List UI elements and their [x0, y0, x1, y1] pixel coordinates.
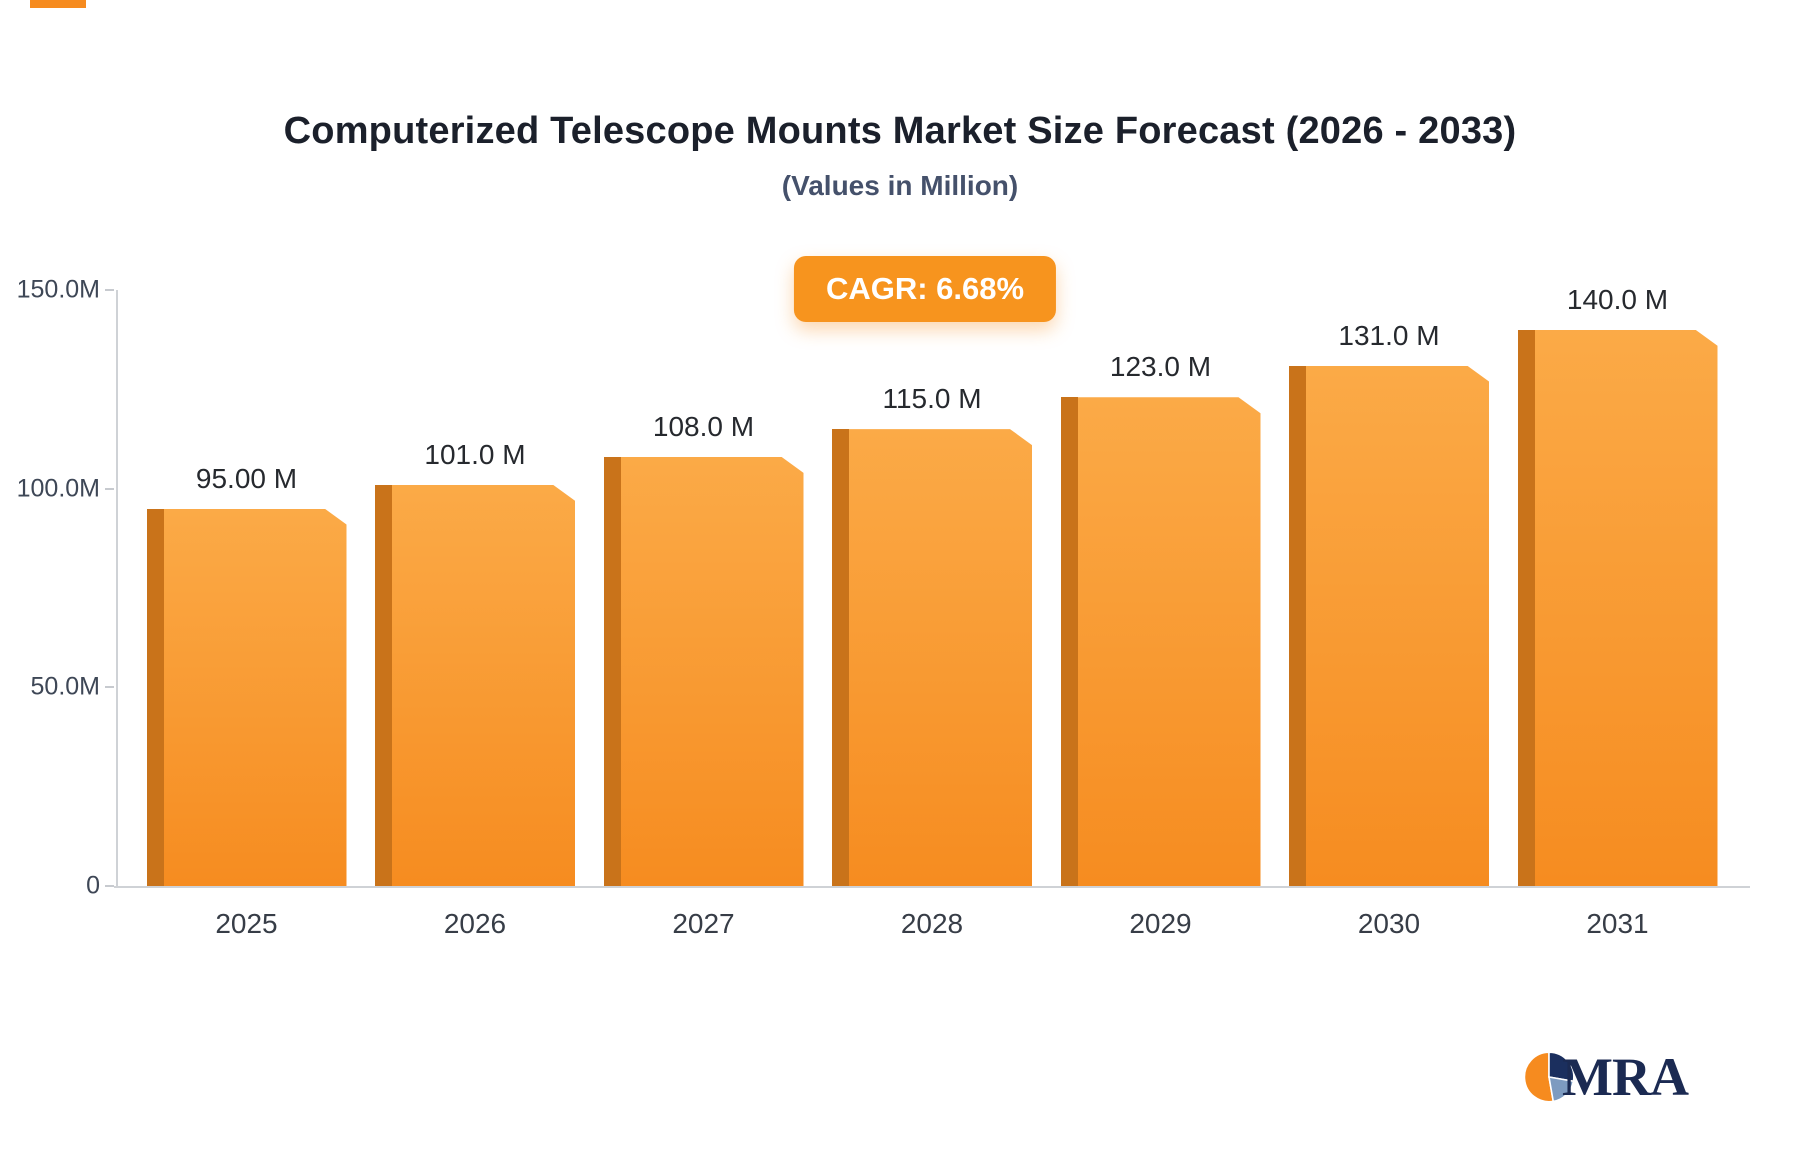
chart-subtitle: (Values in Million) [781, 170, 1019, 201]
bar-2027[interactable] [603, 456, 804, 886]
bar-front-face [1306, 366, 1489, 887]
bar-2029[interactable] [1060, 397, 1261, 886]
x-axis-label: 2029 [1129, 908, 1192, 939]
bar-side-face [1517, 329, 1535, 886]
bar-2026[interactable] [375, 484, 575, 886]
y-tick-mark [105, 686, 114, 689]
bar-side-face [1289, 365, 1306, 886]
x-axis-label: 2027 [672, 908, 735, 939]
bar-2031[interactable] [1517, 329, 1718, 886]
pie-chart-logo-icon [1523, 1051, 1575, 1103]
bar-front-face [621, 457, 804, 886]
bar-2030[interactable] [1289, 365, 1489, 887]
y-tick-label: 0 [86, 871, 100, 900]
bars: 95.00 M 2025 101.0 M 2026 108.0 M 2027 115.0 M… [118, 284, 1746, 939]
y-axis: 150.0M 100.0M 50.0M 0 [17, 276, 1746, 900]
y-tick-mark [105, 487, 114, 490]
y-tick-label: 100.0M [16, 474, 100, 503]
bar-front-face [1535, 330, 1718, 886]
bar-side-face [1060, 397, 1078, 886]
bar-group: 123.0 M 2029 [1060, 290, 1261, 939]
top-left-accent [30, 0, 86, 8]
bar-side-face [146, 508, 164, 886]
x-axis-label: 2028 [900, 908, 964, 939]
y-tick-label: 50.0M [30, 672, 100, 701]
cagr-badge: CAGR: 6.68% [793, 256, 1057, 322]
bar-group: 95.00 M 2025 [146, 290, 347, 939]
plot-area: 150.0M 100.0M 50.0M 0 95.00 M 2025 101.0 M 202… [17, 276, 1750, 939]
y-tick-mark [105, 289, 114, 291]
x-axis-label: 2031 [1586, 908, 1649, 939]
bar-2025[interactable] [146, 508, 347, 886]
bar-value-label: 140.0 M [1566, 283, 1669, 315]
bar-group: 131.0 M 2030 [1289, 290, 1489, 939]
bar-group: 101.0 M 2026 [375, 290, 575, 939]
bar-group: 115.0 M 2028 [832, 290, 1032, 939]
bar-value-label: 115.0 M [882, 383, 982, 415]
x-axis-label: 2025 [215, 908, 278, 939]
x-axis-label: 2026 [443, 908, 507, 939]
bar-value-label: 95.00 M [195, 462, 298, 494]
brand-name: MRA [1562, 1047, 1689, 1107]
bar-side-face [832, 429, 849, 886]
bar-side-face [375, 484, 392, 886]
bar-group: 140.0 M 2031 [1517, 284, 1718, 939]
brand-logo: MRA [1522, 1047, 1689, 1107]
bar-value-label: 123.0 M [1109, 351, 1212, 383]
bar-value-label: 101.0 M [424, 438, 526, 470]
x-axis-label: 2030 [1357, 908, 1421, 939]
y-tick-label: 150.0M [16, 275, 100, 304]
bar-front-face [849, 429, 1032, 886]
bar-value-label: 108.0 M [652, 410, 755, 442]
bar-front-face [164, 509, 347, 886]
bar-side-face [603, 456, 621, 886]
x-axis-line [114, 886, 1750, 888]
bar-group: 108.0 M 2027 [603, 290, 804, 939]
bar-2028[interactable] [832, 429, 1032, 886]
y-tick-mark [105, 885, 114, 887]
y-axis-line [116, 290, 118, 886]
bar-front-face [392, 485, 575, 886]
bar-value-label: 131.0 M [1338, 319, 1440, 351]
chart-title: Computerized Telescope Mounts Market Siz… [283, 110, 1517, 152]
bar-front-face [1078, 397, 1261, 886]
